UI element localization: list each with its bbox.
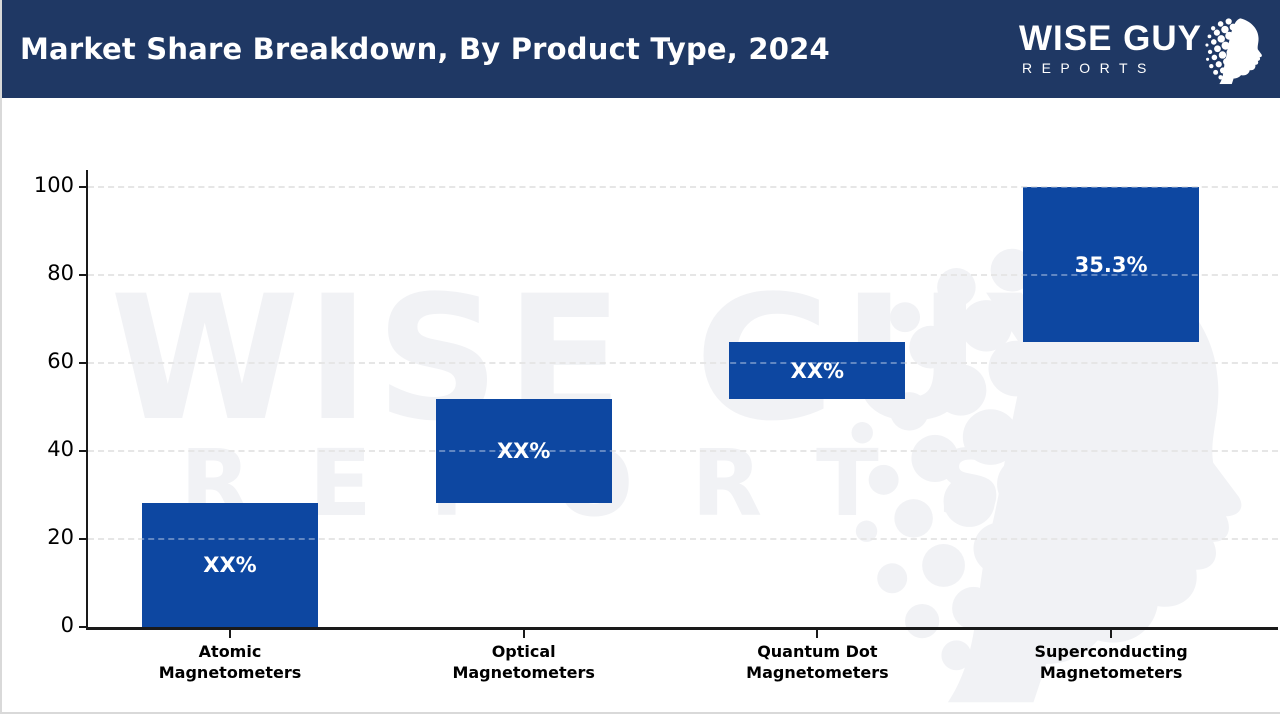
bar-value-label: XX% [203, 552, 257, 577]
x-category-line2: Magnetometers [158, 663, 302, 682]
y-tick-label: 100 [33, 173, 74, 197]
x-category-label: Superconducting Magnetometers [964, 641, 1258, 683]
gridline-overlay [88, 450, 1278, 452]
x-category-label: Optical Magnetometers [377, 641, 671, 683]
x-axis-line [86, 627, 1278, 630]
x-category-line1: Atomic [198, 642, 262, 661]
x-category-line1: Optical [491, 642, 556, 661]
bar-segment [435, 399, 612, 503]
bar-segment [729, 342, 906, 400]
logo-brand-name: WISE GUY [1018, 19, 1202, 58]
x-tick-mark [1110, 630, 1113, 638]
x-category-label: Quantum Dot Magnetometers [670, 641, 964, 683]
x-category-line1: Quantum Dot [757, 642, 878, 661]
bar-segment [1023, 187, 1200, 343]
bar-value-label: XX% [496, 438, 551, 463]
x-tick-mark [522, 630, 525, 638]
gridline-overlay [88, 362, 1278, 364]
x-tick-mark [229, 630, 231, 638]
brand-logo: WISE GUY REPORTS [1019, 6, 1266, 92]
logo-brand-subtext: REPORTS [1021, 60, 1156, 76]
header-bar: Market Share Breakdown, By Product Type,… [0, 0, 1280, 98]
gridline [88, 450, 1278, 452]
gridline-overlay [88, 538, 1278, 540]
bar-value-label: XX% [790, 358, 845, 383]
y-tick-mark [79, 186, 88, 188]
gridline-overlay [88, 186, 1278, 188]
y-tick-mark [79, 362, 88, 364]
gridline-overlay [88, 274, 1278, 276]
gridline [88, 186, 1278, 188]
bar-segment [142, 502, 318, 627]
logo-wordmark: WISE GUY REPORTS [1018, 19, 1202, 77]
x-category-line2: Magnetometers [1039, 663, 1183, 682]
gridline [88, 362, 1278, 364]
gridline [88, 538, 1278, 540]
x-category-label: Atomic Magnetometers [83, 641, 377, 683]
logo-head-icon [1202, 12, 1264, 88]
y-tick-mark [79, 538, 88, 540]
y-tick-label: 60 [47, 349, 74, 373]
bar-value-label: 35.3% [1074, 252, 1148, 277]
gridline [88, 274, 1278, 276]
y-tick-mark [79, 626, 88, 628]
x-category-line2: Magnetometers [746, 663, 889, 682]
y-tick-mark [79, 450, 88, 452]
y-tick-label: 80 [47, 261, 74, 285]
x-category-line1: Superconducting [1034, 642, 1188, 661]
bottom-divider [0, 712, 1280, 714]
y-axis-line [86, 170, 88, 630]
x-tick-mark [816, 630, 819, 638]
y-tick-mark [79, 274, 88, 276]
x-category-line2: Magnetometers [452, 663, 595, 682]
y-tick-label: 0 [60, 613, 74, 637]
chart-title: Market Share Breakdown, By Product Type,… [20, 32, 830, 66]
y-tick-label: 40 [47, 437, 74, 461]
y-tick-label: 20 [47, 525, 74, 549]
